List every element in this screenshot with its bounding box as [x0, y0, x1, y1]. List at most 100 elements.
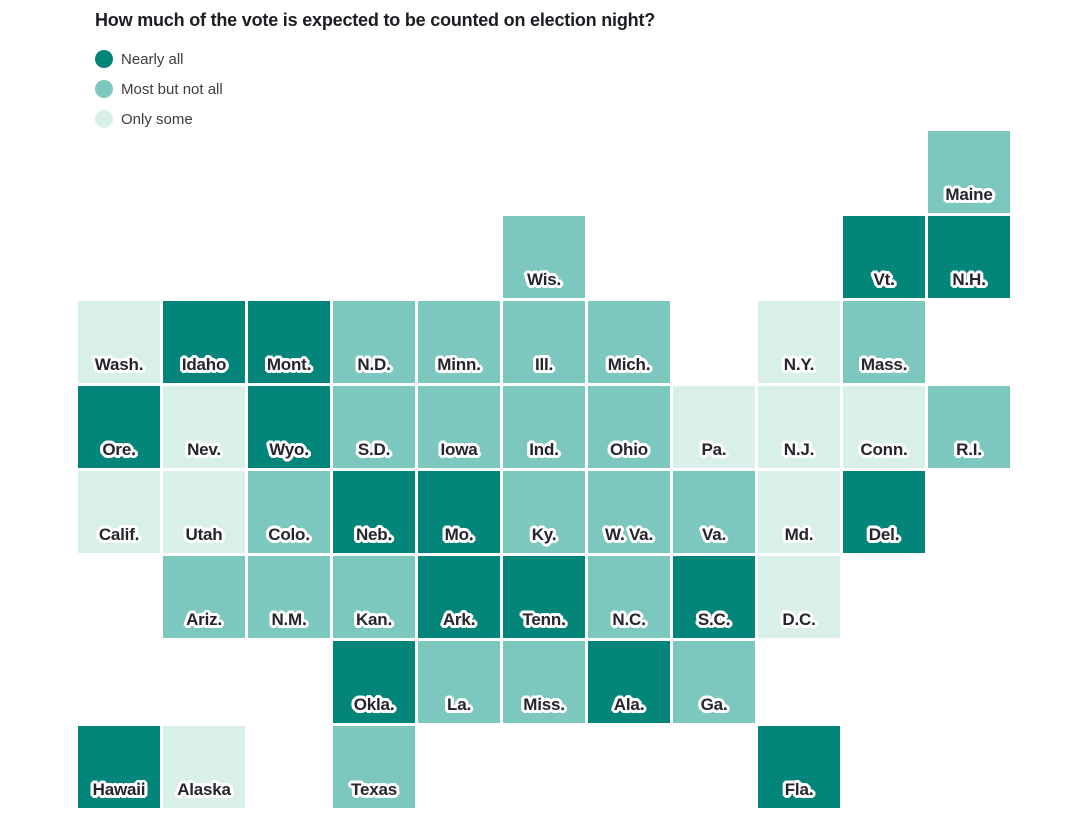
- state-tile-ri: R.I.: [928, 386, 1010, 468]
- state-tile-md: Md.: [758, 471, 840, 553]
- state-tile-wis: Wis.: [503, 216, 585, 298]
- state-label: N.J.: [783, 440, 815, 459]
- state-label: Tenn.: [522, 610, 566, 629]
- state-tile-conn: Conn.: [843, 386, 925, 468]
- state-tile-okla: Okla.: [333, 641, 415, 723]
- state-tile-dc: D.C.: [758, 556, 840, 638]
- state-label: Texas: [351, 780, 397, 799]
- legend-item-only-some: Only some: [95, 104, 223, 134]
- state-tile-la: La.: [418, 641, 500, 723]
- state-label: Del.: [868, 525, 900, 544]
- state-label: Ind.: [529, 440, 559, 459]
- state-label: Ariz.: [186, 610, 222, 629]
- state-tile-nev: Nev.: [163, 386, 245, 468]
- state-tile-idaho: Idaho: [163, 301, 245, 383]
- state-label: Idaho: [181, 355, 227, 374]
- state-label: La.: [447, 695, 471, 714]
- state-tile-vt: Vt.: [843, 216, 925, 298]
- state-tile-nd: N.D.: [333, 301, 415, 383]
- state-tile-nm: N.M.: [248, 556, 330, 638]
- state-label: Utah: [185, 525, 223, 544]
- state-tile-fla: Fla.: [758, 726, 840, 808]
- state-label: Wis.: [527, 270, 561, 289]
- state-tile-ky: Ky.: [503, 471, 585, 553]
- state-tile-nj: N.J.: [758, 386, 840, 468]
- state-label: N.H.: [952, 270, 986, 289]
- state-label: Ohio: [610, 440, 648, 459]
- state-tile-mont: Mont.: [248, 301, 330, 383]
- state-tile-ohio: Ohio: [588, 386, 670, 468]
- state-label: Mass.: [860, 355, 908, 374]
- state-label: Okla.: [353, 695, 395, 714]
- state-tile-del: Del.: [843, 471, 925, 553]
- state-tile-mass: Mass.: [843, 301, 925, 383]
- state-label: Fla.: [784, 780, 814, 799]
- chart-title: How much of the vote is expected to be c…: [95, 10, 656, 30]
- state-label: Kan.: [355, 610, 393, 629]
- state-label: N.Y.: [783, 355, 815, 374]
- state-tile-mich: Mich.: [588, 301, 670, 383]
- state-tile-wash: Wash.: [78, 301, 160, 383]
- state-tile-utah: Utah: [163, 471, 245, 553]
- legend-swatch-nearly-all-icon: [95, 50, 113, 68]
- legend-swatch-only-some-icon: [95, 110, 113, 128]
- state-label: Vt.: [873, 270, 895, 289]
- state-tile-minn: Minn.: [418, 301, 500, 383]
- state-label: Md.: [784, 525, 814, 544]
- state-tile-mo: Mo.: [418, 471, 500, 553]
- state-label: Ark.: [442, 610, 476, 629]
- state-label: Nev.: [187, 440, 221, 459]
- state-tile-wyo: Wyo.: [248, 386, 330, 468]
- state-tile-ore: Ore.: [78, 386, 160, 468]
- state-tile-ark: Ark.: [418, 556, 500, 638]
- state-tile-ga: Ga.: [673, 641, 755, 723]
- state-tile-maine: Maine: [928, 131, 1010, 213]
- state-label: Neb.: [355, 525, 393, 544]
- legend-item-most-but-not-all: Most but not all: [95, 74, 223, 104]
- state-tile-ind: Ind.: [503, 386, 585, 468]
- legend-item-nearly-all: Nearly all: [95, 44, 223, 74]
- state-tile-w-va: W. Va.: [588, 471, 670, 553]
- state-label: N.D.: [357, 355, 391, 374]
- state-tile-ala: Ala.: [588, 641, 670, 723]
- state-label: Minn.: [437, 355, 481, 374]
- state-label: W. Va.: [605, 525, 653, 544]
- state-tile-pa: Pa.: [673, 386, 755, 468]
- state-label: Pa.: [701, 440, 727, 459]
- state-label: Colo.: [268, 525, 310, 544]
- legend-swatch-most-but-not-all-icon: [95, 80, 113, 98]
- state-tile-kan: Kan.: [333, 556, 415, 638]
- state-tile-iowa: Iowa: [418, 386, 500, 468]
- state-tile-tenn: Tenn.: [503, 556, 585, 638]
- state-label: Ill.: [534, 355, 554, 374]
- legend: Nearly all Most but not all Only some: [95, 44, 223, 134]
- state-label: N.C.: [612, 610, 646, 629]
- state-tile-alaska: Alaska: [163, 726, 245, 808]
- state-label: Mo.: [444, 525, 474, 544]
- state-label: Mich.: [607, 355, 651, 374]
- state-label: Hawaii: [92, 780, 146, 799]
- legend-label: Only some: [121, 110, 193, 128]
- state-label: Conn.: [860, 440, 908, 459]
- state-label: D.C.: [782, 610, 816, 629]
- state-tile-texas: Texas: [333, 726, 415, 808]
- legend-label: Nearly all: [121, 50, 184, 68]
- state-tile-ill: Ill.: [503, 301, 585, 383]
- state-label: Maine: [945, 185, 993, 204]
- state-tile-colo: Colo.: [248, 471, 330, 553]
- state-label: Calif.: [98, 525, 140, 544]
- state-tile-ny: N.Y.: [758, 301, 840, 383]
- state-label: Alaska: [177, 780, 231, 799]
- state-label: Ala.: [613, 695, 645, 714]
- state-tile-nc: N.C.: [588, 556, 670, 638]
- state-label: Ga.: [700, 695, 728, 714]
- state-label: Wash.: [94, 355, 144, 374]
- state-label: R.I.: [956, 440, 982, 459]
- state-tile-nh: N.H.: [928, 216, 1010, 298]
- state-tile-ariz: Ariz.: [163, 556, 245, 638]
- legend-label: Most but not all: [121, 80, 223, 98]
- state-tile-miss: Miss.: [503, 641, 585, 723]
- state-label: Wyo.: [269, 440, 309, 459]
